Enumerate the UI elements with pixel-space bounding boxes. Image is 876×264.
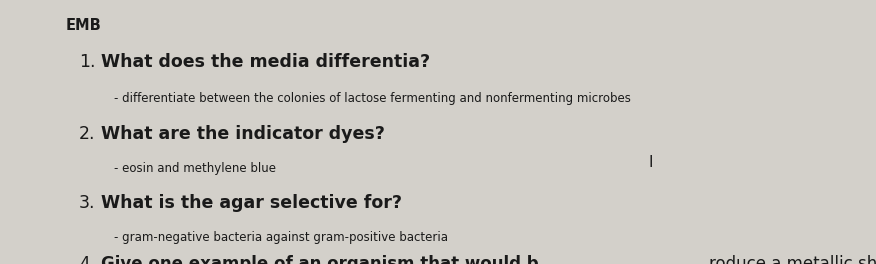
Text: 3.: 3. (79, 194, 95, 212)
Text: 1.: 1. (79, 53, 95, 71)
Text: EMB: EMB (66, 18, 102, 34)
Text: - differentiate between the colonies of lactose fermenting and nonfermenting mic: - differentiate between the colonies of … (114, 92, 631, 105)
Text: I: I (648, 155, 653, 170)
Text: roduce a metallic sheen, brown center: roduce a metallic sheen, brown center (710, 255, 876, 264)
Text: 2.: 2. (79, 125, 95, 143)
Text: What are the indicator dyes?: What are the indicator dyes? (101, 125, 385, 143)
Text: What does the media differentia?: What does the media differentia? (101, 53, 430, 71)
Text: - eosin and methylene blue: - eosin and methylene blue (114, 162, 276, 175)
Text: What is the agar selective for?: What is the agar selective for? (101, 194, 402, 212)
Text: Give one example of an organism that would b: Give one example of an organism that wou… (101, 255, 539, 264)
Text: 4.: 4. (79, 255, 95, 264)
Text: - gram-negative bacteria against gram-positive bacteria: - gram-negative bacteria against gram-po… (114, 231, 448, 244)
